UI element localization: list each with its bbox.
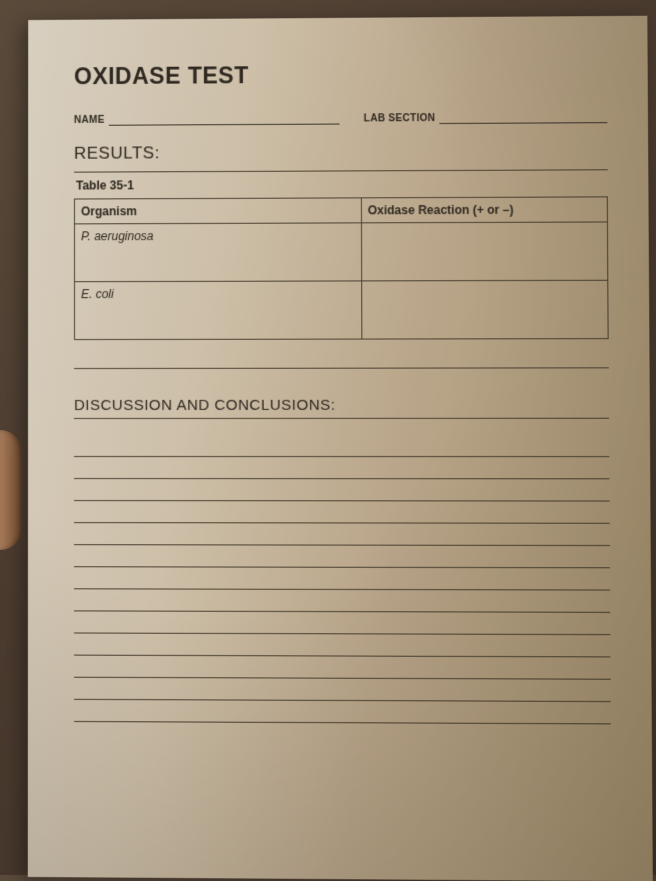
cell-reaction[interactable]: [361, 280, 608, 339]
name-label: NAME: [74, 115, 105, 126]
writing-line[interactable]: [74, 633, 610, 657]
lab-section-input-line[interactable]: [439, 109, 607, 124]
writing-line[interactable]: [74, 457, 609, 479]
table-row: E. coli: [75, 280, 609, 339]
writing-line[interactable]: [74, 523, 610, 546]
cell-organism: P. aeruginosa: [75, 223, 362, 282]
discussion-lines[interactable]: [74, 435, 611, 725]
table-row: P. aeruginosa: [75, 222, 608, 282]
hand-thumb: [0, 430, 22, 550]
name-field: NAME: [74, 111, 340, 126]
writing-line[interactable]: [74, 611, 610, 635]
writing-line[interactable]: [74, 700, 611, 725]
writing-line[interactable]: [74, 501, 610, 524]
writing-line[interactable]: [74, 589, 610, 613]
name-input-line[interactable]: [109, 111, 340, 126]
writing-line[interactable]: [74, 678, 611, 702]
lab-section-field: LAB SECTION: [364, 109, 608, 124]
worksheet-paper: OXIDASE TEST NAME LAB SECTION RESULTS: T…: [28, 16, 653, 881]
writing-line[interactable]: [74, 567, 610, 590]
lab-section-label: LAB SECTION: [364, 113, 436, 124]
results-table: Organism Oxidase Reaction (+ or –) P. ae…: [74, 196, 609, 340]
section-divider: [74, 367, 609, 369]
writing-line[interactable]: [74, 545, 610, 568]
discussion-heading: DISCUSSION AND CONCLUSIONS:: [74, 397, 609, 419]
header-fields: NAME LAB SECTION: [74, 109, 607, 126]
writing-line[interactable]: [74, 435, 609, 457]
page-title: OXIDASE TEST: [74, 60, 607, 90]
results-heading: RESULTS:: [74, 141, 608, 164]
table-header-row: Organism Oxidase Reaction (+ or –): [75, 197, 608, 224]
col-organism: Organism: [75, 198, 362, 224]
table-caption: Table 35-1: [74, 169, 608, 196]
writing-line[interactable]: [74, 656, 611, 680]
writing-line[interactable]: [74, 479, 610, 502]
cell-reaction[interactable]: [361, 222, 608, 281]
col-reaction: Oxidase Reaction (+ or –): [361, 197, 607, 223]
cell-organism: E. coli: [75, 281, 362, 340]
